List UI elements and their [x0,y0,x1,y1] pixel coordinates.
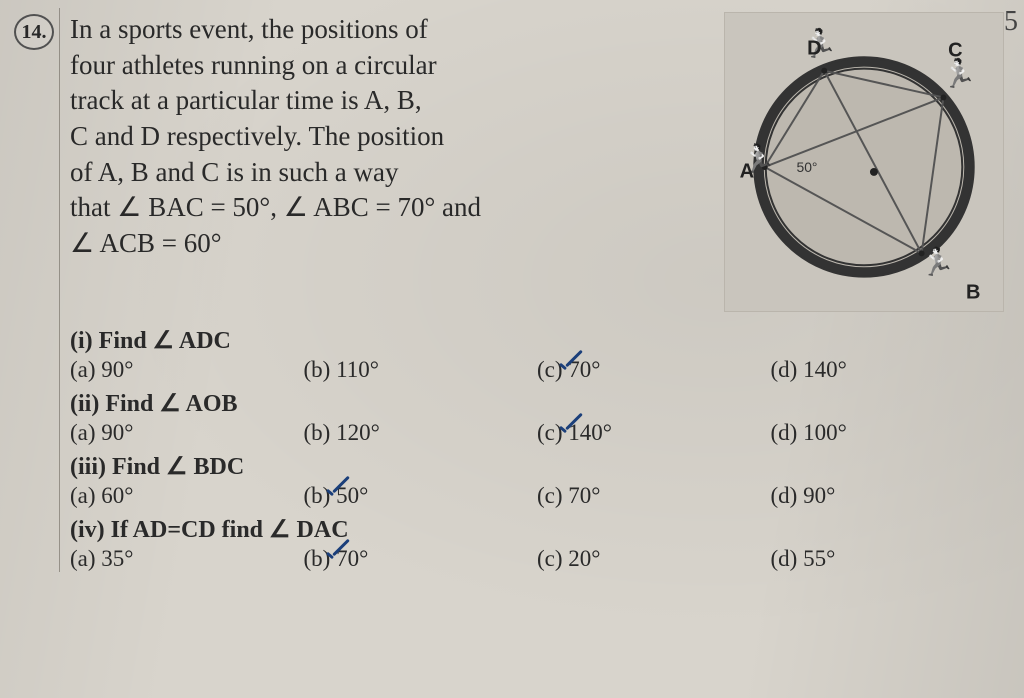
question-stem: In a sports event, the positions of four… [70,12,712,312]
question-number: 14. [14,14,54,50]
option: (b) 50° [304,483,538,509]
stem-line: four athletes running on a circular [70,50,437,80]
check-mark-icon [555,351,585,381]
option: (a) 90° [70,357,304,383]
options-row: (a) 90°(b) 120°(c) 140°(d) 100° [70,420,1004,446]
option: (c) 140° [537,420,771,446]
subquestion-label: (i) Find ∠ ADC [70,326,1004,355]
stem-line: of A, B and C is in such a way [70,157,398,187]
page-edge-number: 5 [1004,6,1018,38]
options-row: (a) 90°(b) 110°(c) 70°(d) 140° [70,357,1004,383]
option: (d) 100° [771,420,1005,446]
subquestion-label: (iii) Find ∠ BDC [70,452,1004,481]
question-content: In a sports event, the positions of four… [70,8,1004,572]
option: (a) 60° [70,483,304,509]
option: (d) 55° [771,546,1005,572]
option: (d) 140° [771,357,1005,383]
check-mark-icon [322,477,352,507]
option: (a) 35° [70,546,304,572]
subquestion-label: (ii) Find ∠ AOB [70,389,1004,418]
stem-line: track at a particular time is A, B, [70,85,422,115]
check-mark-icon [322,540,352,570]
stem-line: C and D respectively. The position [70,121,444,151]
runner-icon: 🏃 [920,249,955,277]
question-number-column: 14. [14,8,60,572]
point-label-C: C [948,39,962,62]
stem-line: ∠ ACB = 60° [70,228,222,258]
subquestions: (i) Find ∠ ADC(a) 90°(b) 110°(c) 70°(d) … [70,326,1004,572]
option: (a) 90° [70,420,304,446]
point-label-D: D [807,37,821,60]
option: (d) 90° [771,483,1005,509]
option: (c) 20° [537,546,771,572]
option: (b) 110° [304,357,538,383]
stem-line: In a sports event, the positions of [70,14,428,44]
figure: 50° 🏃🏃🏃🏃ABCD [724,12,1004,312]
point-label-A: A [740,160,754,183]
check-mark-icon [555,414,585,444]
option: (b) 70° [304,546,538,572]
svg-text:50°: 50° [796,159,817,175]
point-label-B: B [966,282,980,305]
runner-icon: 🏃 [942,61,977,89]
option: (b) 120° [304,420,538,446]
option: (c) 70° [537,483,771,509]
stem-line: that ∠ BAC = 50°, ∠ ABC = 70° and [70,192,481,222]
options-row: (a) 35°(b) 70°(c) 20°(d) 55° [70,546,1004,572]
option: (c) 70° [537,357,771,383]
options-row: (a) 60°(b) 50°(c) 70°(d) 90° [70,483,1004,509]
subquestion-label: (iv) If AD=CD find ∠ DAC [70,515,1004,544]
question-block: 14. In a sports event, the positions of … [14,8,1004,572]
